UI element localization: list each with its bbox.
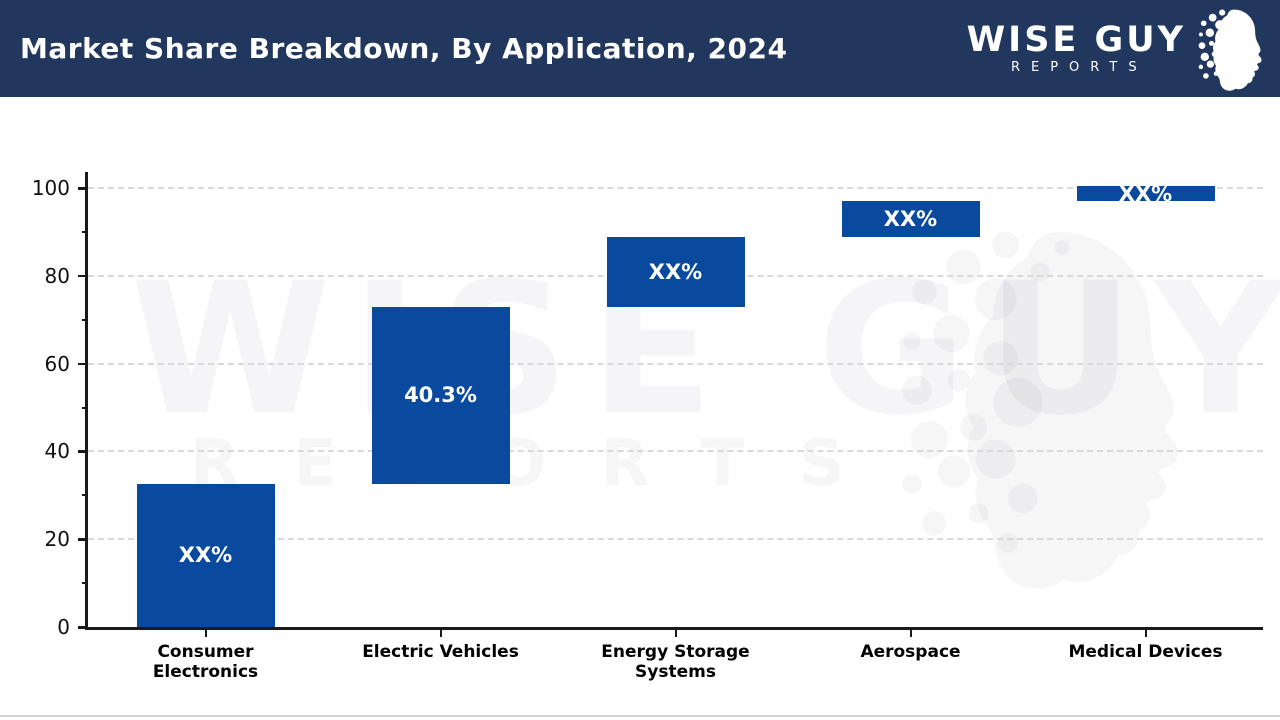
ytick-label-80: 80 (44, 263, 70, 288)
category-label-3: Aerospace (860, 642, 961, 662)
xtick-2 (674, 630, 677, 637)
logo-wordmark: WISE GUY (966, 20, 1186, 61)
ytick-label-40: 40 (44, 439, 70, 464)
category-label-2: Energy Storage Systems (601, 642, 750, 683)
bottom-border (0, 715, 1280, 717)
page-title: Market Share Breakdown, By Application, … (20, 32, 788, 65)
bar-value-label: XX% (648, 259, 703, 284)
x-axis-line (85, 627, 1263, 630)
header-bar: Market Share Breakdown, By Application, … (0, 0, 1280, 97)
bar-4: XX% (1076, 182, 1215, 206)
gridline-y60 (88, 362, 1263, 365)
bar-value-label: XX% (883, 206, 938, 231)
category-label-4: Medical Devices (1068, 642, 1223, 662)
xtick-4 (1144, 630, 1147, 637)
ytick-major-100 (78, 187, 88, 190)
ytick-major-0 (78, 626, 88, 629)
category-label-1: Electric Vehicles (362, 642, 519, 662)
xtick-3 (909, 630, 912, 637)
gridline-y40 (88, 450, 1263, 453)
y-axis-line (85, 172, 88, 630)
logo-head-icon (1198, 9, 1262, 91)
xtick-0 (204, 630, 207, 637)
ytick-major-20 (78, 538, 88, 541)
wiseguy-logo: WISE GUY REPORTS (967, 7, 1280, 91)
bar-value-label: XX% (178, 543, 233, 568)
bar-1: 40.3% (371, 306, 510, 484)
ytick-label-60: 60 (44, 351, 70, 376)
logo-text: WISE GUY REPORTS (967, 22, 1186, 75)
gridline-y20 (88, 538, 1263, 541)
bar-3: XX% (841, 201, 980, 237)
ytick-label-100: 100 (31, 176, 70, 200)
ytick-major-40 (78, 450, 88, 453)
xtick-1 (439, 630, 442, 637)
bar-0: XX% (136, 483, 275, 627)
ytick-label-20: 20 (44, 527, 70, 552)
category-label-0: Consumer Electronics (152, 642, 259, 683)
ytick-label-0: 0 (57, 615, 70, 639)
bar-value-label: 40.3% (404, 383, 477, 408)
bar-2: XX% (606, 236, 745, 307)
ytick-major-80 (78, 274, 88, 278)
bar-value-label: XX% (1118, 181, 1173, 206)
logo-subtitle: REPORTS (1010, 59, 1148, 75)
gridline-y100 (88, 187, 1263, 189)
ytick-major-60 (78, 362, 88, 366)
